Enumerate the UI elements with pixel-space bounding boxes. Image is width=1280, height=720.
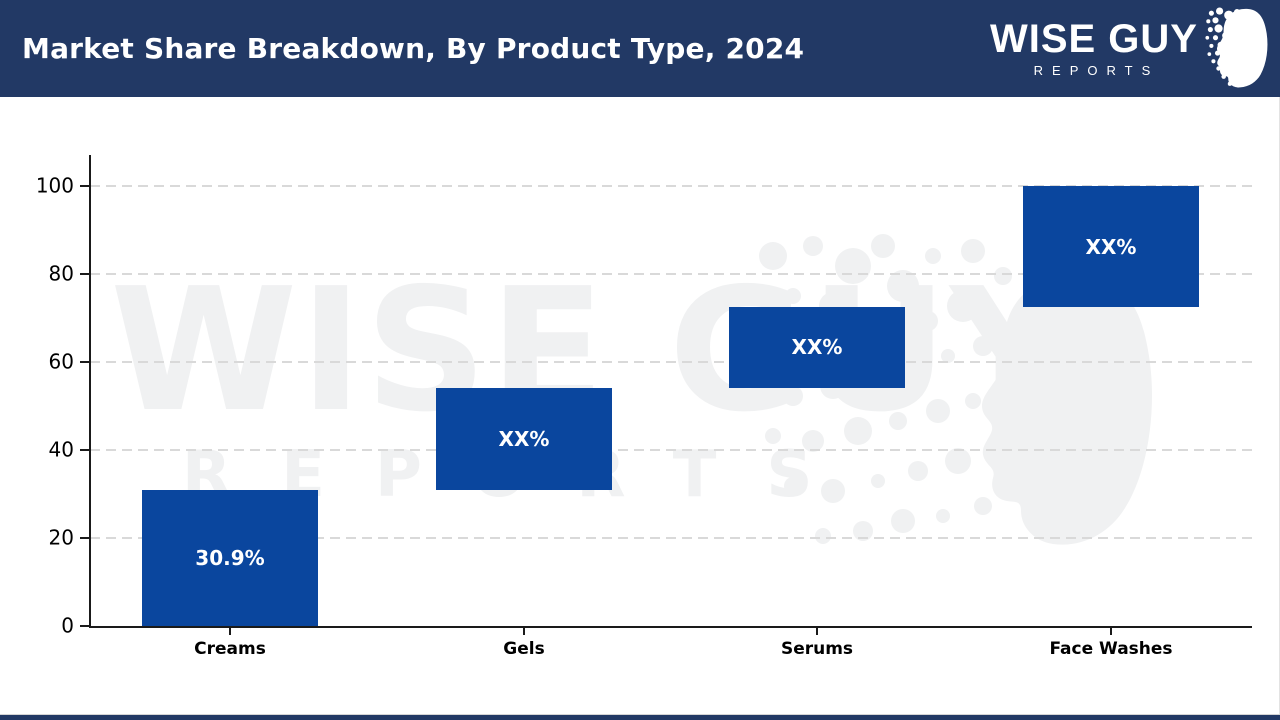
x-tick-mark-serums bbox=[816, 628, 818, 635]
bar-value-label-serums: XX% bbox=[791, 335, 843, 360]
header-bar: Market Share Breakdown, By Product Type,… bbox=[0, 0, 1280, 97]
y-tick-mark-100 bbox=[80, 185, 90, 187]
y-tick-label-100: 100 bbox=[35, 173, 74, 198]
footer-bar bbox=[0, 714, 1280, 720]
y-tick-mark-40 bbox=[80, 449, 90, 451]
x-tick-mark-face-washes bbox=[1110, 628, 1112, 635]
gridline-80 bbox=[90, 273, 1252, 275]
logo-wordmark-line1: WISE GUY bbox=[989, 17, 1198, 61]
bar-gels: XX% bbox=[436, 387, 612, 491]
bar-creams: 30.9% bbox=[142, 490, 318, 626]
y-tick-label-60: 60 bbox=[48, 349, 74, 374]
y-axis-line bbox=[89, 155, 91, 628]
bar-face-washes: XX% bbox=[1023, 186, 1199, 307]
y-tick-label-20: 20 bbox=[48, 525, 74, 550]
y-tick-mark-80 bbox=[80, 273, 90, 275]
x-tick-label-serums: Serums bbox=[780, 639, 854, 659]
gridline-40 bbox=[90, 449, 1252, 451]
x-axis-line bbox=[89, 626, 1252, 628]
x-tick-mark-gels bbox=[523, 628, 525, 635]
y-tick-label-80: 80 bbox=[48, 261, 74, 286]
bar-value-label-face-washes: XX% bbox=[1085, 234, 1137, 259]
y-tick-mark-0 bbox=[80, 625, 90, 627]
logo-wordmark: WISE GUY REPORTS bbox=[990, 19, 1198, 78]
x-tick-label-gels: Gels bbox=[503, 639, 545, 659]
x-tick-mark-creams bbox=[229, 628, 231, 635]
gridline-100 bbox=[90, 185, 1252, 187]
y-tick-mark-60 bbox=[80, 361, 90, 363]
wise-guy-logo: WISE GUY REPORTS bbox=[990, 7, 1272, 91]
y-tick-label-40: 40 bbox=[48, 437, 74, 462]
logo-face-icon bbox=[1205, 7, 1268, 87]
y-tick-mark-20 bbox=[80, 537, 90, 539]
bar-value-label-gels: XX% bbox=[498, 426, 550, 451]
y-tick-label-0: 0 bbox=[61, 613, 74, 638]
gridline-20 bbox=[90, 537, 1252, 539]
logo-wordmark-line2: REPORTS bbox=[1033, 63, 1160, 78]
bar-serums: XX% bbox=[729, 307, 905, 388]
gridline-60 bbox=[90, 361, 1252, 363]
page-title: Market Share Breakdown, By Product Type,… bbox=[22, 32, 805, 65]
x-tick-label-face-washes: Face Washes bbox=[1049, 639, 1173, 659]
x-tick-label-creams: Creams bbox=[194, 639, 266, 659]
bar-value-label-creams: 30.9% bbox=[195, 546, 265, 570]
